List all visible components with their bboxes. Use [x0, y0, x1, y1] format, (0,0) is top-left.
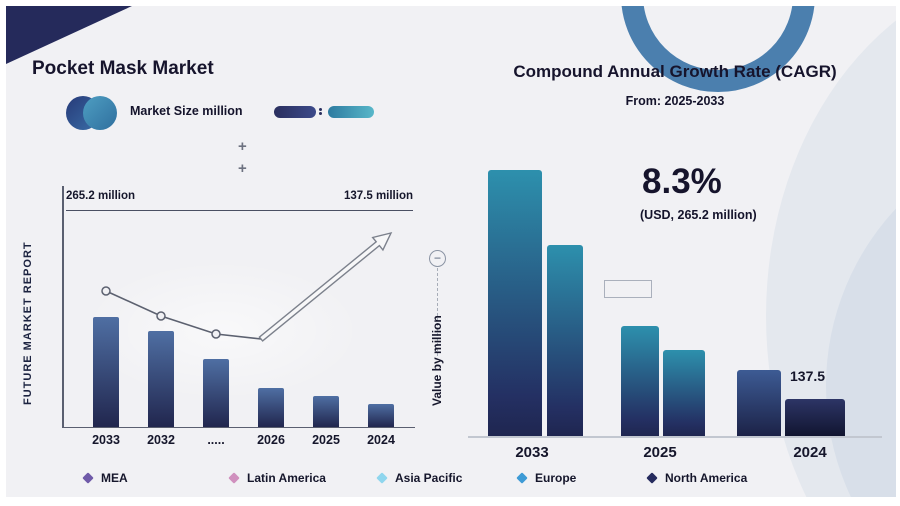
pill-separator: [319, 106, 323, 118]
right-chart-ylabel: Value by million: [430, 315, 444, 407]
legend-diamond-icon: [82, 472, 94, 484]
legend-diamond-icon: [516, 472, 528, 484]
legend-item-label: Asia Pacific: [395, 471, 463, 485]
market-size-bar: [313, 395, 339, 427]
left-chart-tick-label: 2032: [147, 433, 175, 447]
market-size-bar: [368, 403, 394, 427]
minus-circle-icon: −: [429, 250, 446, 267]
step-decoration: [604, 280, 652, 298]
legend-item-label: Latin America: [247, 471, 326, 485]
x-axis-line: [62, 426, 415, 428]
cagr-bar: [737, 370, 781, 436]
cagr-value: 8.3%: [642, 162, 722, 201]
left-chart-tick-label: 2033: [92, 433, 120, 447]
annotation-right: 137.5 million: [343, 190, 413, 202]
plus-icon: +: [238, 160, 247, 177]
right-chart-tick-label: 2024: [793, 444, 827, 461]
corner-triangle: [6, 6, 132, 64]
dashed-divider: [437, 268, 438, 356]
page-title: Pocket Mask Market: [32, 58, 214, 79]
left-chart-tick-label: 2024: [367, 433, 395, 447]
right-chart-bars: [468, 164, 882, 438]
legend-diamond-icon: [376, 472, 388, 484]
market-size-bar: [148, 330, 174, 427]
legend-item-label: North America: [665, 471, 748, 485]
market-size-cylinder-icon: [66, 96, 120, 132]
cagr-bar: [663, 350, 705, 436]
legend-diamond-icon: [646, 472, 658, 484]
market-size-legend-label: Market Size million: [130, 104, 243, 118]
legend-diamond-icon: [228, 472, 240, 484]
legend-item-label: MEA: [101, 471, 128, 485]
region-legend: MEA Latin America Asia Pacific Europe North …: [6, 468, 896, 488]
left-chart-tick-label: 2026: [257, 433, 285, 447]
market-size-bar: [203, 358, 229, 427]
baseline: [468, 436, 882, 438]
infographic-canvas: + + − Pocket Mask Market Market Size mil…: [6, 6, 896, 497]
report-watermark: FUTURE MARKET REPORT: [22, 241, 34, 406]
legend-item-europe: Europe: [516, 468, 577, 488]
annotation-row: 265.2 million 137.5 million: [66, 190, 413, 211]
trend-line-arrow: [101, 231, 393, 342]
market-size-bar: [258, 387, 284, 427]
legend-item-label: Europe: [535, 471, 577, 485]
legend-item-mea: MEA: [82, 468, 128, 488]
annotation-left: 265.2 million: [66, 190, 136, 202]
cagr-chart: 137.5 2033 2025 2024: [468, 164, 882, 461]
legend-item-asia-pacific: Asia Pacific: [376, 468, 463, 488]
value-label-2024: 137.5: [790, 368, 826, 384]
cagr-title: Compound Annual Growth Rate (CAGR): [513, 62, 837, 81]
pill-decoration-teal: [328, 106, 374, 118]
cagr-bar: [621, 326, 659, 436]
legend-item-north-america: North America: [646, 468, 748, 488]
left-chart-bars: [62, 184, 417, 428]
cagr-note: (USD, 265.2 million): [640, 208, 757, 222]
right-chart-tick-label: 2025: [643, 444, 677, 461]
cagr-subtitle: From: 2025-2033: [625, 94, 725, 108]
plus-icon: +: [238, 138, 247, 155]
market-size-bar: [93, 316, 119, 427]
right-chart-tick-label: 2033: [515, 444, 549, 461]
pill-decoration-navy: [274, 106, 316, 118]
cagr-bar: [785, 399, 845, 436]
market-size-chart: 265.2 million 137.5 million: [62, 184, 417, 428]
cagr-bar: [488, 170, 542, 436]
left-chart-tick-label: 2025: [312, 433, 340, 447]
left-chart-ticks: 2033 2032..... 2026 2025 2024: [62, 433, 417, 449]
y-axis-line: [62, 186, 64, 428]
legend-item-latin-america: Latin America: [228, 468, 326, 488]
left-chart-tick-label: .....: [207, 433, 225, 447]
cagr-bar: [547, 245, 583, 436]
